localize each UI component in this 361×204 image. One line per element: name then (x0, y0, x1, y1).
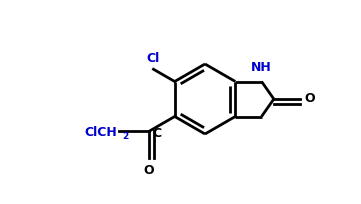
Text: O: O (304, 92, 315, 105)
Text: O: O (144, 163, 154, 176)
Text: ClCH: ClCH (84, 125, 117, 138)
Text: Cl: Cl (147, 52, 160, 65)
Text: NH: NH (251, 61, 272, 74)
Text: C: C (152, 126, 161, 139)
Text: 2: 2 (122, 131, 129, 140)
